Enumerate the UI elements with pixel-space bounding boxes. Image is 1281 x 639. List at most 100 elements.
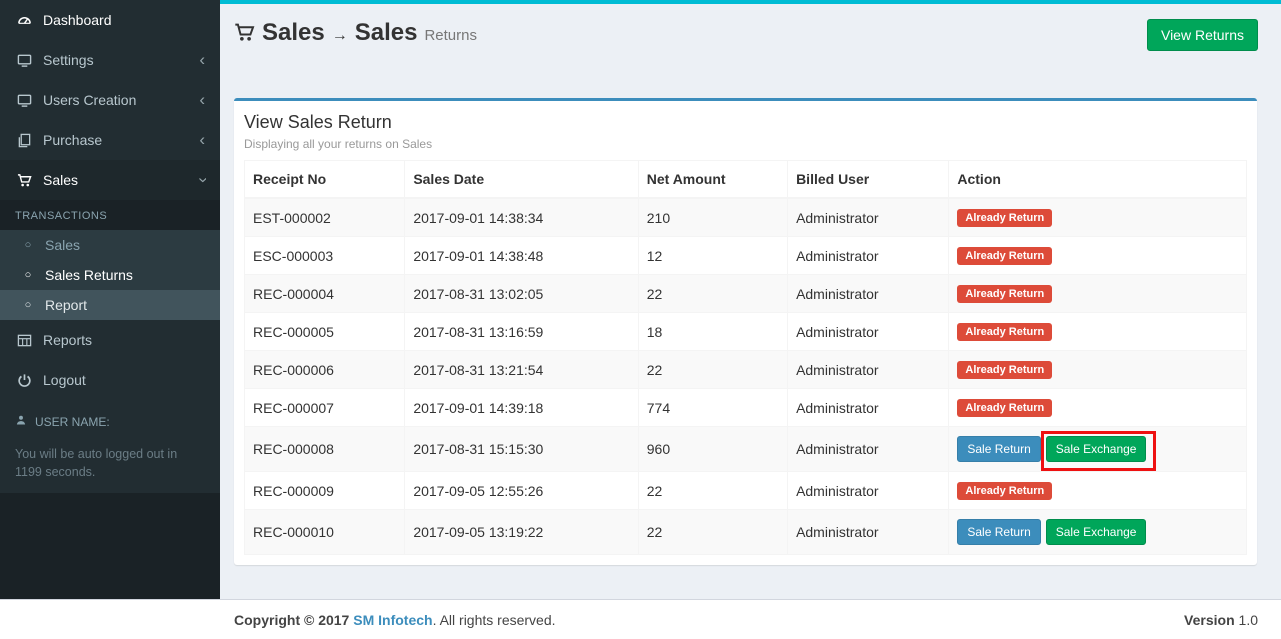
- copyright-suffix: . All rights reserved.: [432, 611, 556, 628]
- already-return-label: Already Return: [957, 285, 1053, 303]
- footer: Copyright © 2017 SM Infotech. All rights…: [0, 599, 1281, 639]
- sidebar-spacer: [0, 493, 220, 599]
- cell-date: 2017-09-05 12:55:26: [404, 471, 639, 510]
- submenu-item-report[interactable]: ○ Report: [0, 290, 220, 320]
- cell-user: Administrator: [787, 426, 950, 472]
- sidebar-item-label: Logout: [43, 372, 86, 388]
- column-header: Sales Date: [404, 160, 639, 199]
- sale-exchange-button[interactable]: Sale Exchange: [1045, 519, 1147, 545]
- sidebar-item-reports[interactable]: Reports: [0, 320, 220, 360]
- cell-actions: Already Return: [948, 350, 1247, 389]
- column-header: Receipt No: [243, 160, 406, 199]
- cell-actions: Already Return: [948, 471, 1247, 510]
- cell-receipt: EST-000002: [243, 197, 406, 237]
- main-content: Sales → Sales Returns View Returns View …: [220, 0, 1281, 599]
- gauge-icon: [15, 12, 33, 27]
- submenu-item-label: Report: [45, 297, 88, 313]
- sales-return-card: View Sales Return Displaying all your re…: [234, 98, 1257, 565]
- page-title-secondary: Sales: [354, 19, 418, 46]
- cell-amount: 22: [637, 350, 789, 389]
- cell-receipt: REC-000006: [243, 350, 406, 389]
- user-icon: [15, 414, 27, 429]
- cell-actions: Already Return: [948, 236, 1247, 275]
- circle-icon: ○: [24, 298, 32, 311]
- circle-icon: ○: [24, 268, 32, 281]
- cell-actions: Already Return: [948, 274, 1247, 313]
- cell-user: Administrator: [787, 350, 950, 389]
- cell-date: 2017-08-31 13:21:54: [404, 350, 639, 389]
- cell-amount: 960: [637, 426, 789, 472]
- sidebar-section-transactions: TRANSACTIONS: [0, 200, 220, 230]
- cell-user: Administrator: [787, 274, 950, 313]
- cell-actions: Sale Return Sale Exchange: [948, 426, 1247, 472]
- sale-return-button[interactable]: Sale Return: [957, 519, 1041, 545]
- sidebar-item-label: Dashboard: [43, 12, 112, 28]
- table-row: ESC-000003 2017-09-01 14:38:48 12 Administr…: [243, 236, 1247, 275]
- sidebar-item-dashboard[interactable]: Dashboard: [0, 0, 220, 40]
- table-row: REC-000006 2017-08-31 13:21:54 22 Administr…: [243, 350, 1247, 389]
- table-wrap: Receipt No Sales Date Net Amount Billed …: [234, 160, 1257, 555]
- cart-icon: [234, 19, 255, 45]
- cell-amount: 22: [637, 509, 789, 555]
- cell-amount: 774: [637, 388, 789, 427]
- cell-actions: Already Return: [948, 197, 1247, 237]
- sales-return-table: Receipt No Sales Date Net Amount Billed …: [243, 160, 1247, 555]
- cell-receipt: REC-000007: [243, 388, 406, 427]
- table-row: REC-000008 2017-08-31 15:15:30 960 Administ…: [243, 426, 1247, 472]
- sidebar-item-users-creation[interactable]: Users Creation ‹: [0, 80, 220, 120]
- page-title: Sales → Sales Returns: [234, 19, 477, 47]
- card-title: View Sales Return: [244, 112, 392, 132]
- page-title-sub: Returns: [424, 27, 477, 44]
- sidebar-item-sales[interactable]: Sales ‹: [0, 160, 220, 200]
- already-return-label: Already Return: [957, 209, 1053, 227]
- cell-date: 2017-08-31 13:16:59: [404, 312, 639, 351]
- company-link[interactable]: SM Infotech: [353, 611, 433, 628]
- top-accent-strip: [220, 0, 1281, 4]
- submenu-item-sales-returns[interactable]: ○ Sales Returns: [0, 260, 220, 290]
- cell-amount: 210: [637, 197, 789, 237]
- cell-receipt: REC-000005: [243, 312, 406, 351]
- cell-date: 2017-08-31 15:15:30: [404, 426, 639, 472]
- sidebar-item-logout[interactable]: Logout: [0, 360, 220, 400]
- circle-icon: ○: [24, 238, 32, 251]
- cell-date: 2017-09-01 14:38:34: [404, 197, 639, 237]
- cell-user: Administrator: [787, 471, 950, 510]
- cell-user: Administrator: [787, 236, 950, 275]
- auto-logout-note: You will be auto logged out in 1199 seco…: [15, 447, 178, 480]
- copyright: Copyright © 2017 SM Infotech. All rights…: [234, 612, 556, 628]
- user-name-label: USER NAME:: [35, 414, 110, 429]
- chevron-left-icon: ‹: [199, 130, 205, 149]
- sidebar-item-label: Users Creation: [43, 92, 137, 108]
- app: Dashboard Settings ‹ Users Creation ‹ Pu…: [0, 0, 1281, 599]
- sale-return-button[interactable]: Sale Return: [957, 436, 1041, 462]
- sales-submenu: ○ Sales ○ Sales Returns ○ Report: [0, 230, 220, 320]
- sidebar-item-settings[interactable]: Settings ‹: [0, 40, 220, 80]
- sale-exchange-button[interactable]: Sale Exchange: [1045, 436, 1147, 462]
- cell-actions: Already Return: [948, 388, 1247, 427]
- card-subtitle: Displaying all your returns on Sales: [244, 137, 433, 151]
- sidebar-item-purchase[interactable]: Purchase ‹: [0, 120, 220, 160]
- sidebar: Dashboard Settings ‹ Users Creation ‹ Pu…: [0, 0, 220, 599]
- cell-date: 2017-08-31 13:02:05: [404, 274, 639, 313]
- monitor-icon: [15, 52, 33, 67]
- cell-amount: 22: [637, 471, 789, 510]
- table-row: REC-000004 2017-08-31 13:02:05 22 Administr…: [243, 274, 1247, 313]
- user-block: USER NAME:: [0, 400, 220, 433]
- cell-receipt: REC-000008: [243, 426, 406, 472]
- cell-receipt: REC-000004: [243, 274, 406, 313]
- cell-user: Administrator: [787, 509, 950, 555]
- column-header: Net Amount: [637, 160, 789, 199]
- column-header: Action: [948, 160, 1247, 199]
- chevron-left-icon: ‹: [199, 50, 205, 69]
- chevron-down-icon: ‹: [192, 177, 212, 183]
- page-title-main: Sales: [262, 19, 325, 46]
- cart-icon: [15, 172, 33, 187]
- column-header: Billed User: [787, 160, 950, 199]
- monitor-icon: [15, 92, 33, 107]
- cell-receipt: REC-000009: [243, 471, 406, 510]
- view-returns-button[interactable]: View Returns: [1146, 19, 1258, 51]
- sidebar-item-label: Reports: [43, 332, 93, 348]
- submenu-item-sales[interactable]: ○ Sales: [0, 230, 220, 260]
- sidebar-item-label: Purchase: [43, 132, 103, 148]
- cell-actions: Already Return: [948, 312, 1247, 351]
